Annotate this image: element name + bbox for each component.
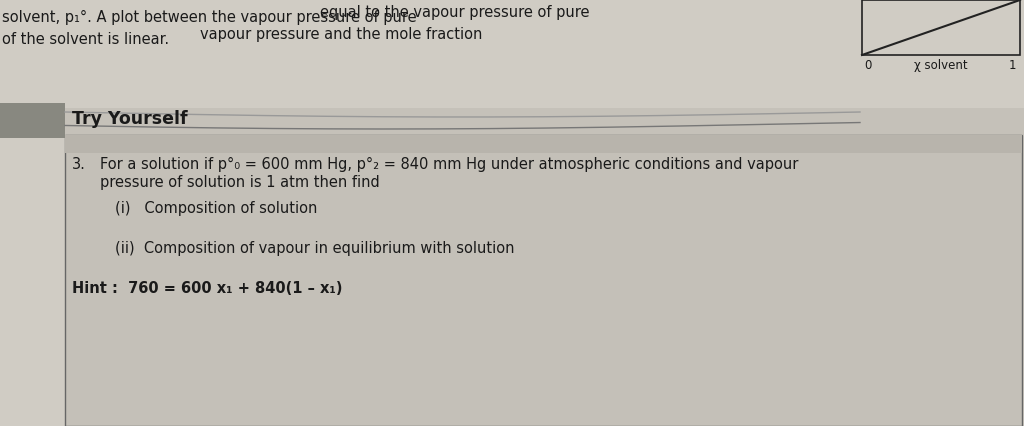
Text: of the solvent is linear.: of the solvent is linear. bbox=[2, 32, 169, 47]
Text: vapour pressure and the mole fraction: vapour pressure and the mole fraction bbox=[200, 27, 482, 42]
Text: pressure of solution is 1 atm then find: pressure of solution is 1 atm then find bbox=[100, 175, 380, 190]
Text: 1: 1 bbox=[1009, 59, 1016, 72]
Text: (ii)  Composition of vapour in equilibrium with solution: (ii) Composition of vapour in equilibriu… bbox=[115, 241, 514, 256]
Text: solvent, p₁°. A plot between the vapour pressure of pure: solvent, p₁°. A plot between the vapour … bbox=[2, 10, 417, 25]
Text: Try Yourself: Try Yourself bbox=[72, 110, 187, 128]
Bar bbox=[65, 135, 1022, 426]
FancyBboxPatch shape bbox=[0, 103, 65, 138]
Bar bbox=[65, 135, 1022, 153]
Text: 3.: 3. bbox=[72, 157, 86, 172]
Text: χ solvent: χ solvent bbox=[914, 59, 968, 72]
Bar bbox=[0, 108, 1024, 135]
Text: Hint :  760 = 600 x₁ + 840(1 – x₁): Hint : 760 = 600 x₁ + 840(1 – x₁) bbox=[72, 281, 342, 296]
Text: For a solution if p°₀ = 600 mm Hg, p°₂ = 840 mm Hg under atmospheric conditions : For a solution if p°₀ = 600 mm Hg, p°₂ =… bbox=[100, 157, 799, 172]
Bar bbox=[862, 0, 1020, 55]
Text: (i)   Composition of solution: (i) Composition of solution bbox=[115, 201, 317, 216]
Text: 0: 0 bbox=[864, 59, 871, 72]
Text: equal to the vapour pressure of pure: equal to the vapour pressure of pure bbox=[319, 5, 590, 20]
